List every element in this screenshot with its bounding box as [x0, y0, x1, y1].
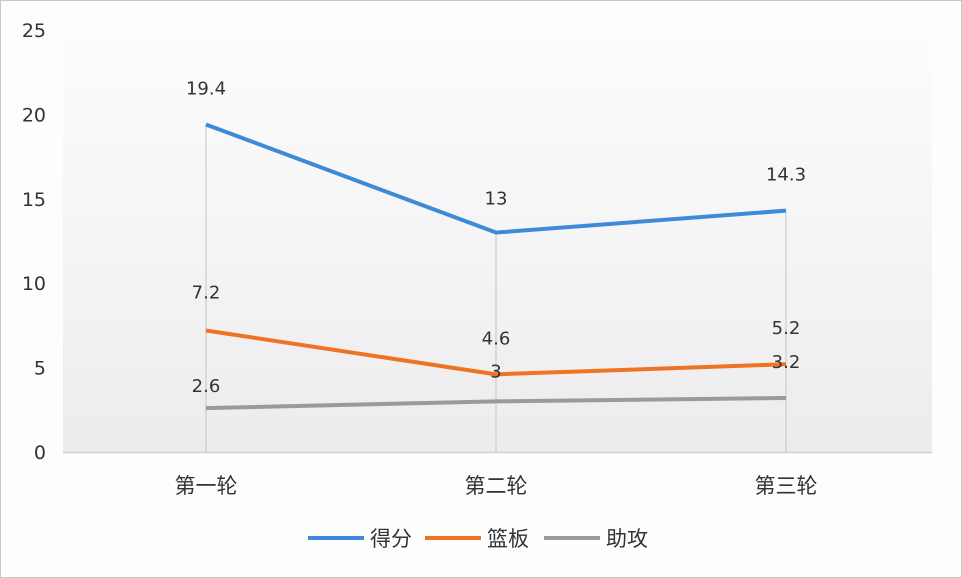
- data-label: 5.2: [772, 318, 801, 339]
- data-label: 19.4: [186, 79, 226, 100]
- y-tick-label: 0: [34, 442, 46, 464]
- series-lines: [205, 122, 787, 411]
- legend-label: 篮板: [487, 527, 529, 551]
- data-label: 3: [490, 361, 501, 382]
- x-category-label: 第三轮: [755, 474, 818, 498]
- y-axis: 0 5 10 15 20 25: [22, 20, 46, 464]
- legend-label: 助攻: [606, 527, 648, 551]
- y-tick-label: 5: [34, 358, 46, 380]
- data-label: 7.2: [192, 282, 221, 303]
- data-label: 4.6: [482, 328, 511, 349]
- series-line-篮板: [205, 328, 787, 377]
- data-labels: 19.4 13 14.3 7.2 4.6 5.2 2.6 3 3.2: [186, 79, 806, 398]
- y-tick-label: 15: [22, 189, 46, 211]
- data-label: 3.2: [772, 352, 801, 373]
- y-tick-label: 10: [22, 273, 46, 295]
- data-label: 13: [485, 189, 508, 210]
- drop-lines: [205, 124, 787, 452]
- data-label: 2.6: [192, 376, 221, 397]
- series-line-助攻: [205, 395, 787, 411]
- legend: 得分 篮板 助攻: [308, 527, 648, 551]
- y-tick-label: 20: [22, 104, 46, 126]
- x-category-label: 第一轮: [175, 474, 238, 498]
- plot-area: [63, 30, 932, 452]
- y-tick-label: 25: [22, 20, 46, 42]
- x-category-label: 第二轮: [465, 474, 528, 498]
- legend-label: 得分: [370, 527, 412, 551]
- data-label: 14.3: [766, 165, 806, 186]
- x-axis-categories: 第一轮 第二轮 第三轮: [175, 474, 818, 498]
- series-line-得分: [205, 122, 787, 235]
